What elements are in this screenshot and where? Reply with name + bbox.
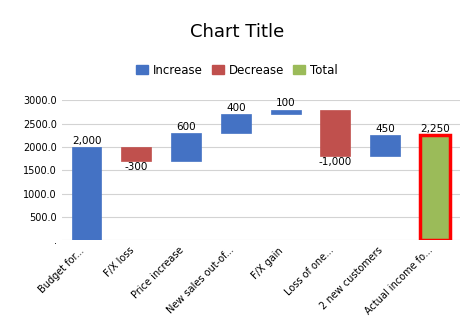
Text: -1,000: -1,000: [319, 157, 352, 167]
Text: 600: 600: [176, 122, 196, 132]
Legend: Increase, Decrease, Total: Increase, Decrease, Total: [132, 59, 342, 82]
Bar: [171, 133, 201, 161]
Text: -300: -300: [125, 162, 148, 172]
Text: Chart Title: Chart Title: [190, 23, 284, 41]
Bar: [320, 110, 350, 156]
Bar: [121, 147, 151, 161]
Bar: [221, 114, 251, 133]
Text: 100: 100: [276, 99, 295, 108]
Bar: [370, 135, 400, 156]
Text: 400: 400: [226, 103, 246, 113]
Text: 2,250: 2,250: [420, 124, 450, 134]
Bar: [271, 110, 301, 114]
Bar: [72, 147, 101, 240]
Bar: [420, 135, 450, 240]
Text: 2,000: 2,000: [72, 136, 101, 146]
Text: 450: 450: [375, 124, 395, 134]
